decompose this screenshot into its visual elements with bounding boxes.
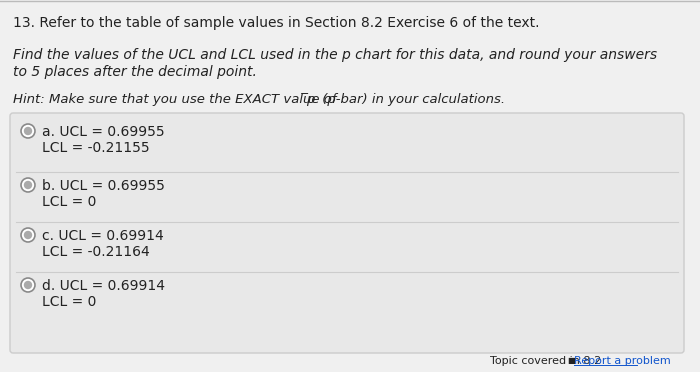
FancyBboxPatch shape xyxy=(10,113,684,353)
Text: 13. Refer to the table of sample values in Section 8.2 Exercise 6 of the text.: 13. Refer to the table of sample values … xyxy=(13,16,540,30)
Text: c. UCL = 0.69914: c. UCL = 0.69914 xyxy=(42,229,164,243)
Text: (p-bar) in your calculations.: (p-bar) in your calculations. xyxy=(318,93,505,106)
Text: Hint: Make sure that you use the EXACT value of: Hint: Make sure that you use the EXACT v… xyxy=(13,93,341,106)
Text: ■: ■ xyxy=(567,356,575,365)
Text: LCL = -0.21164: LCL = -0.21164 xyxy=(42,245,150,259)
Circle shape xyxy=(25,282,32,289)
Circle shape xyxy=(25,182,32,189)
Circle shape xyxy=(21,124,35,138)
Circle shape xyxy=(21,228,35,242)
Circle shape xyxy=(25,128,32,135)
Text: LCL = 0: LCL = 0 xyxy=(42,195,97,209)
Text: Find the values of the UCL and LCL used in the p chart for this data, and round : Find the values of the UCL and LCL used … xyxy=(13,48,657,62)
Text: b. UCL = 0.69955: b. UCL = 0.69955 xyxy=(42,179,165,193)
Circle shape xyxy=(21,178,35,192)
Circle shape xyxy=(25,231,32,238)
Text: d. UCL = 0.69914: d. UCL = 0.69914 xyxy=(42,279,165,293)
Circle shape xyxy=(21,278,35,292)
Text: a. UCL = 0.69955: a. UCL = 0.69955 xyxy=(42,125,164,139)
Text: LCL = 0: LCL = 0 xyxy=(42,295,97,309)
Text: ̅p: ̅p xyxy=(308,93,316,106)
Text: to 5 places after the decimal point.: to 5 places after the decimal point. xyxy=(13,65,257,79)
Text: Report a problem: Report a problem xyxy=(574,356,671,366)
Text: Topic covered in 8.2: Topic covered in 8.2 xyxy=(490,356,601,366)
Text: LCL = -0.21155: LCL = -0.21155 xyxy=(42,141,150,155)
